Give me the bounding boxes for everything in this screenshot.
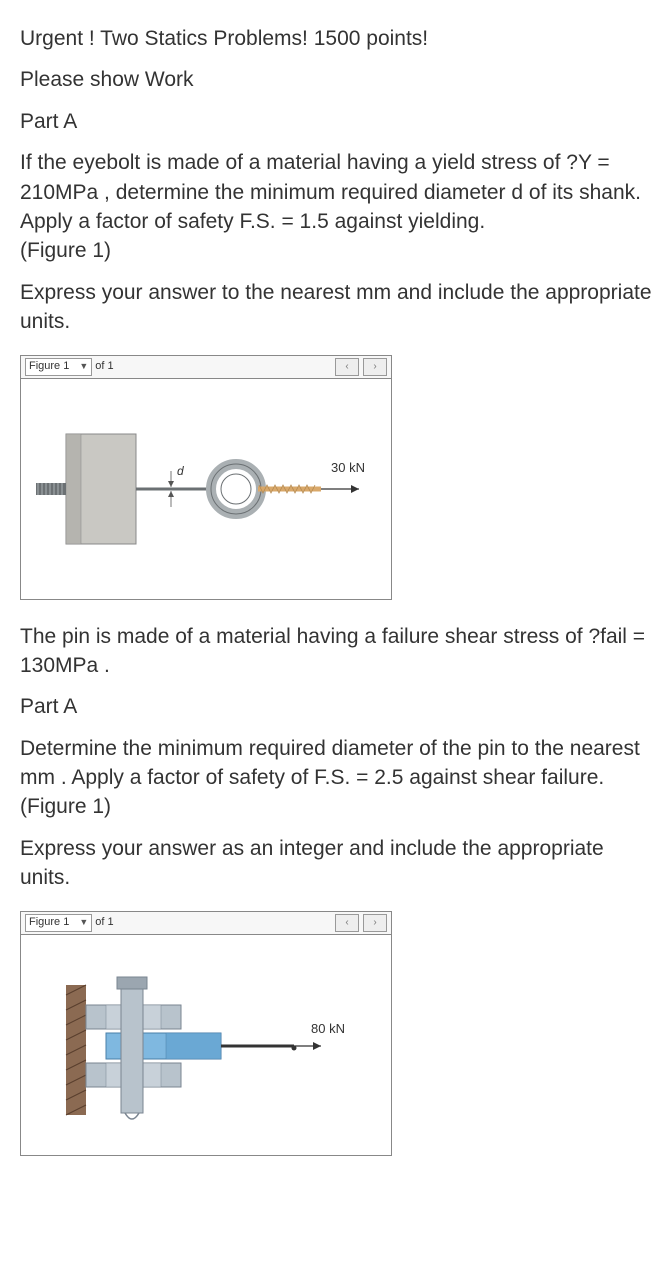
prev-button-2[interactable]: ‹ (335, 914, 359, 932)
p1-figure-box: Figure 1 ▼ of 1 ‹ › (20, 355, 392, 600)
p2-label: Part A (20, 692, 652, 721)
page-title: Urgent ! Two Statics Problems! 1500 poin… (20, 24, 652, 53)
figure-selector-2[interactable]: Figure 1 ▼ (25, 914, 92, 932)
p1-figure-canvas: d 30 kN (21, 379, 391, 599)
figure-selector-label: Figure 1 (29, 359, 69, 374)
p1-text: If the eyebolt is made of a material hav… (20, 148, 652, 266)
page-subtitle: Please show Work (20, 65, 652, 94)
spring-rod (258, 485, 321, 493)
figure-nav-2: ‹ › (335, 914, 387, 932)
p1-force-label: 30 kN (331, 459, 365, 477)
chevron-down-icon: ▼ (79, 360, 88, 373)
eyebolt-diagram: d (21, 379, 391, 599)
p2-text: Determine the minimum required diameter … (20, 734, 652, 822)
figure-nav: ‹ › (335, 358, 387, 376)
p1-body: If the eyebolt is made of a material hav… (20, 151, 641, 233)
figure-of-text: of 1 (95, 359, 113, 374)
p1-figref: (Figure 1) (20, 239, 111, 262)
chevron-down-icon-2: ▼ (79, 916, 88, 929)
p1-label: Part A (20, 107, 652, 136)
p1-instruction: Express your answer to the nearest mm an… (20, 278, 652, 337)
pin-diagram (21, 935, 391, 1155)
figure-of-text-2: of 1 (95, 915, 113, 930)
bolt-threads (36, 483, 66, 495)
p2-figure-header: Figure 1 ▼ of 1 ‹ › (21, 912, 391, 935)
p1-figure-header: Figure 1 ▼ of 1 ‹ › (21, 356, 391, 379)
p2-figure-canvas: 80 kN (21, 935, 391, 1155)
figure-selector[interactable]: Figure 1 ▼ (25, 358, 92, 376)
p2-intro: The pin is made of a material having a f… (20, 622, 652, 681)
next-button-2[interactable]: › (363, 914, 387, 932)
diameter-label: d (177, 464, 184, 478)
p2-instruction: Express your answer as an integer and in… (20, 834, 652, 893)
figure-selector-label-2: Figure 1 (29, 915, 69, 930)
p2-body: Determine the minimum required diameter … (20, 737, 640, 789)
p2-force-label: 80 kN (311, 1020, 345, 1038)
p2-figref: (Figure 1) (20, 795, 111, 818)
next-button[interactable]: › (363, 358, 387, 376)
p2-figure-box: Figure 1 ▼ of 1 ‹ › (20, 911, 392, 1156)
prev-button[interactable]: ‹ (335, 358, 359, 376)
